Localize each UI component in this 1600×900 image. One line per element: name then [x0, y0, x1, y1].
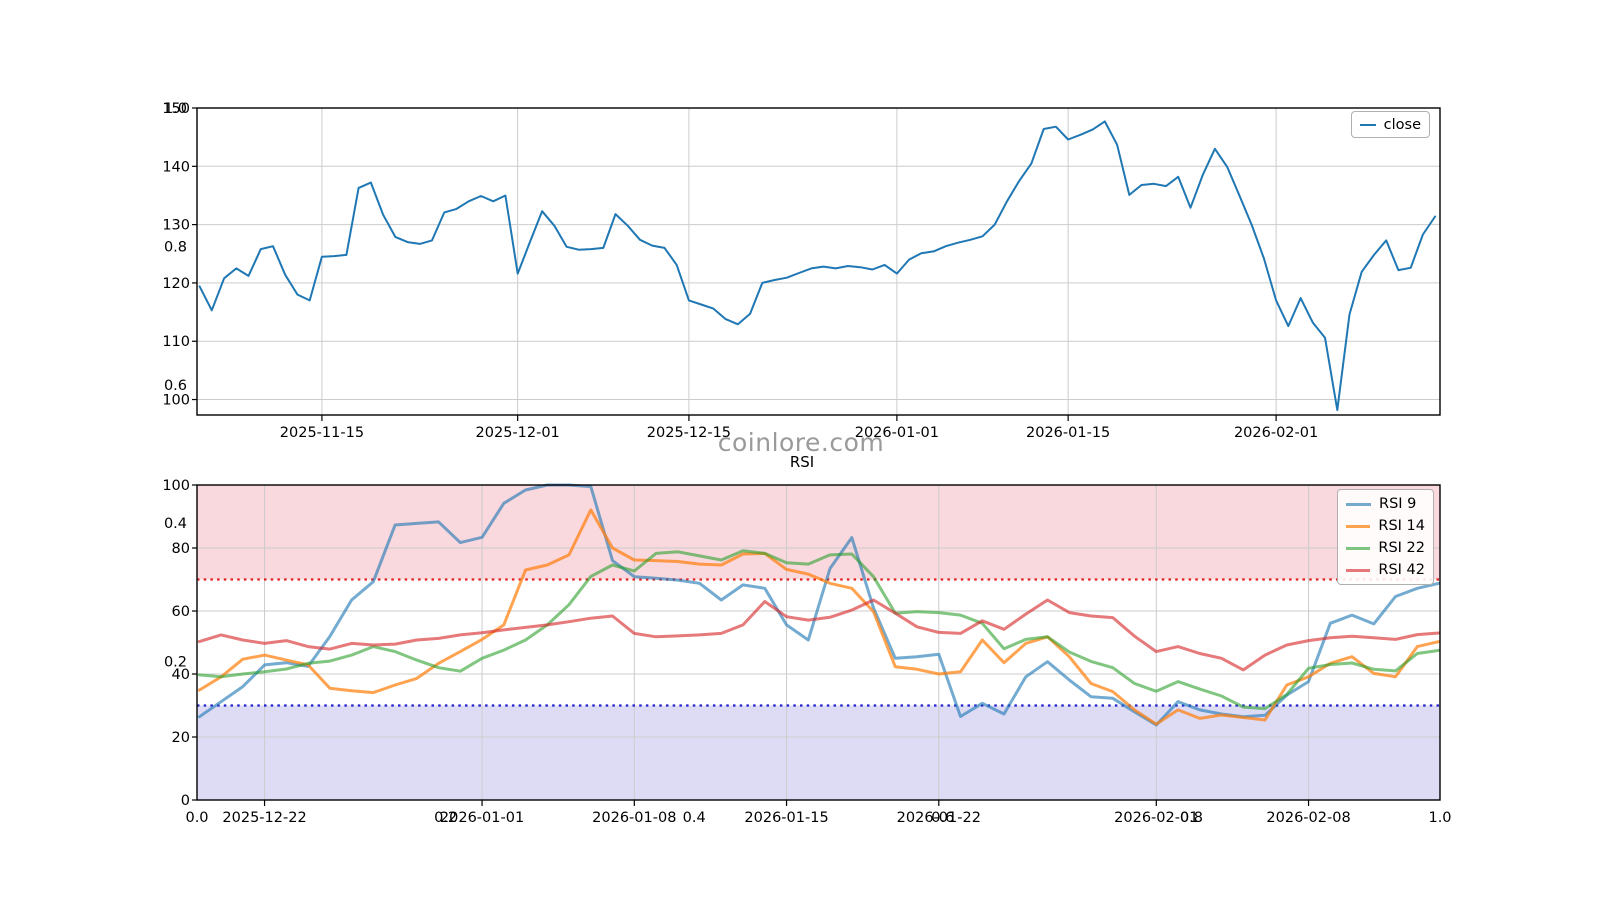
series-close [198, 120, 1437, 411]
rsi-ytick-label: 100 [162, 478, 190, 494]
overlay-ytick-label: 0.4 [164, 516, 187, 532]
legend-label-rsi-9: RSI 9 [1379, 496, 1417, 512]
overlay-xtick-label: 0.4 [683, 810, 706, 826]
overlay-ytick-label: 1.0 [164, 101, 187, 117]
price-legend: close [1351, 111, 1430, 138]
series-rsi-14 [197, 508, 1441, 726]
rsi-legend: RSI 9 RSI 14 RSI 22 RSI 42 [1337, 489, 1434, 585]
overlay-ytick-label: 0.8 [164, 239, 187, 255]
rsi-xtick-label: 2026-01-22 [897, 810, 981, 826]
legend-entry-rsi-22: RSI 22 [1346, 537, 1425, 559]
price-xtick-label: 2025-11-15 [280, 425, 364, 441]
watermark: coinlore.com [717, 428, 885, 457]
price-xtick-label: 2025-12-15 [647, 425, 731, 441]
price-ytick-label: 110 [162, 334, 190, 350]
legend-entry-rsi-42: RSI 42 [1346, 559, 1425, 581]
rsi-ytick-label: 80 [172, 541, 190, 557]
rsi-xtick-label: 2026-02-01 [1114, 810, 1198, 826]
overlay-xtick-label: 0.6 [931, 810, 954, 826]
rsi-ytick-label: 40 [172, 667, 190, 683]
oversold-band [197, 705, 1440, 800]
price-ytick-label: 150 [162, 101, 190, 117]
legend-label-rsi-14: RSI 14 [1378, 518, 1425, 534]
rsi-xtick-label: 2026-02-08 [1266, 810, 1350, 826]
overlay-xtick-label: 0.2 [434, 810, 457, 826]
legend-label-close: close [1383, 116, 1421, 133]
legend-entry-rsi-14: RSI 14 [1346, 515, 1425, 537]
overlay-xtick-label: 0.0 [185, 810, 208, 826]
overlay-ytick-label: 0.6 [164, 378, 187, 394]
close-line-swatch [1360, 123, 1376, 126]
price-ytick-label: 120 [162, 276, 190, 292]
axes-spines [196, 107, 1441, 416]
rsi-xtick-label: 2026-01-08 [592, 810, 676, 826]
series-rsi-22 [197, 549, 1441, 711]
overlay-xtick-label: 0.8 [1180, 810, 1203, 826]
axes-spines [196, 484, 1441, 801]
rsi-14-line-swatch [1346, 524, 1371, 528]
rsi-xtick-label: 2026-01-01 [440, 810, 524, 826]
series-rsi-42 [197, 598, 1441, 672]
rsi-ytick-label: 0 [181, 793, 190, 809]
legend-entry-rsi-9: RSI 9 [1346, 493, 1425, 515]
price-xtick-label: 2026-02-01 [1234, 425, 1318, 441]
rsi-9-line-swatch [1346, 502, 1371, 506]
rsi-ytick-label: 60 [172, 604, 190, 620]
price-ytick-label: 130 [162, 218, 190, 234]
legend-label-rsi-42: RSI 42 [1378, 562, 1425, 578]
price-ytick-label: 100 [162, 393, 190, 409]
rsi-ytick-label: 20 [172, 730, 190, 746]
price-xtick-label: 2025-12-01 [476, 425, 560, 441]
rsi-22-line-swatch [1346, 546, 1371, 550]
price-ytick-label: 140 [162, 159, 190, 175]
price-xtick-label: 2026-01-01 [855, 425, 939, 441]
rsi-panel-title: RSI [789, 453, 815, 471]
overbought-band [197, 485, 1440, 580]
legend-label-rsi-22: RSI 22 [1378, 540, 1425, 556]
rsi-42-line-swatch [1346, 568, 1371, 572]
rsi-xtick-label: 2026-01-15 [744, 810, 828, 826]
legend-entry-close: close [1360, 115, 1421, 134]
overlay-ytick-label: 0.2 [164, 655, 187, 671]
price-xtick-label: 2026-01-15 [1026, 425, 1110, 441]
rsi-xtick-label: 2025-12-22 [222, 810, 306, 826]
overlay-xtick-label: 1.0 [1428, 810, 1451, 826]
